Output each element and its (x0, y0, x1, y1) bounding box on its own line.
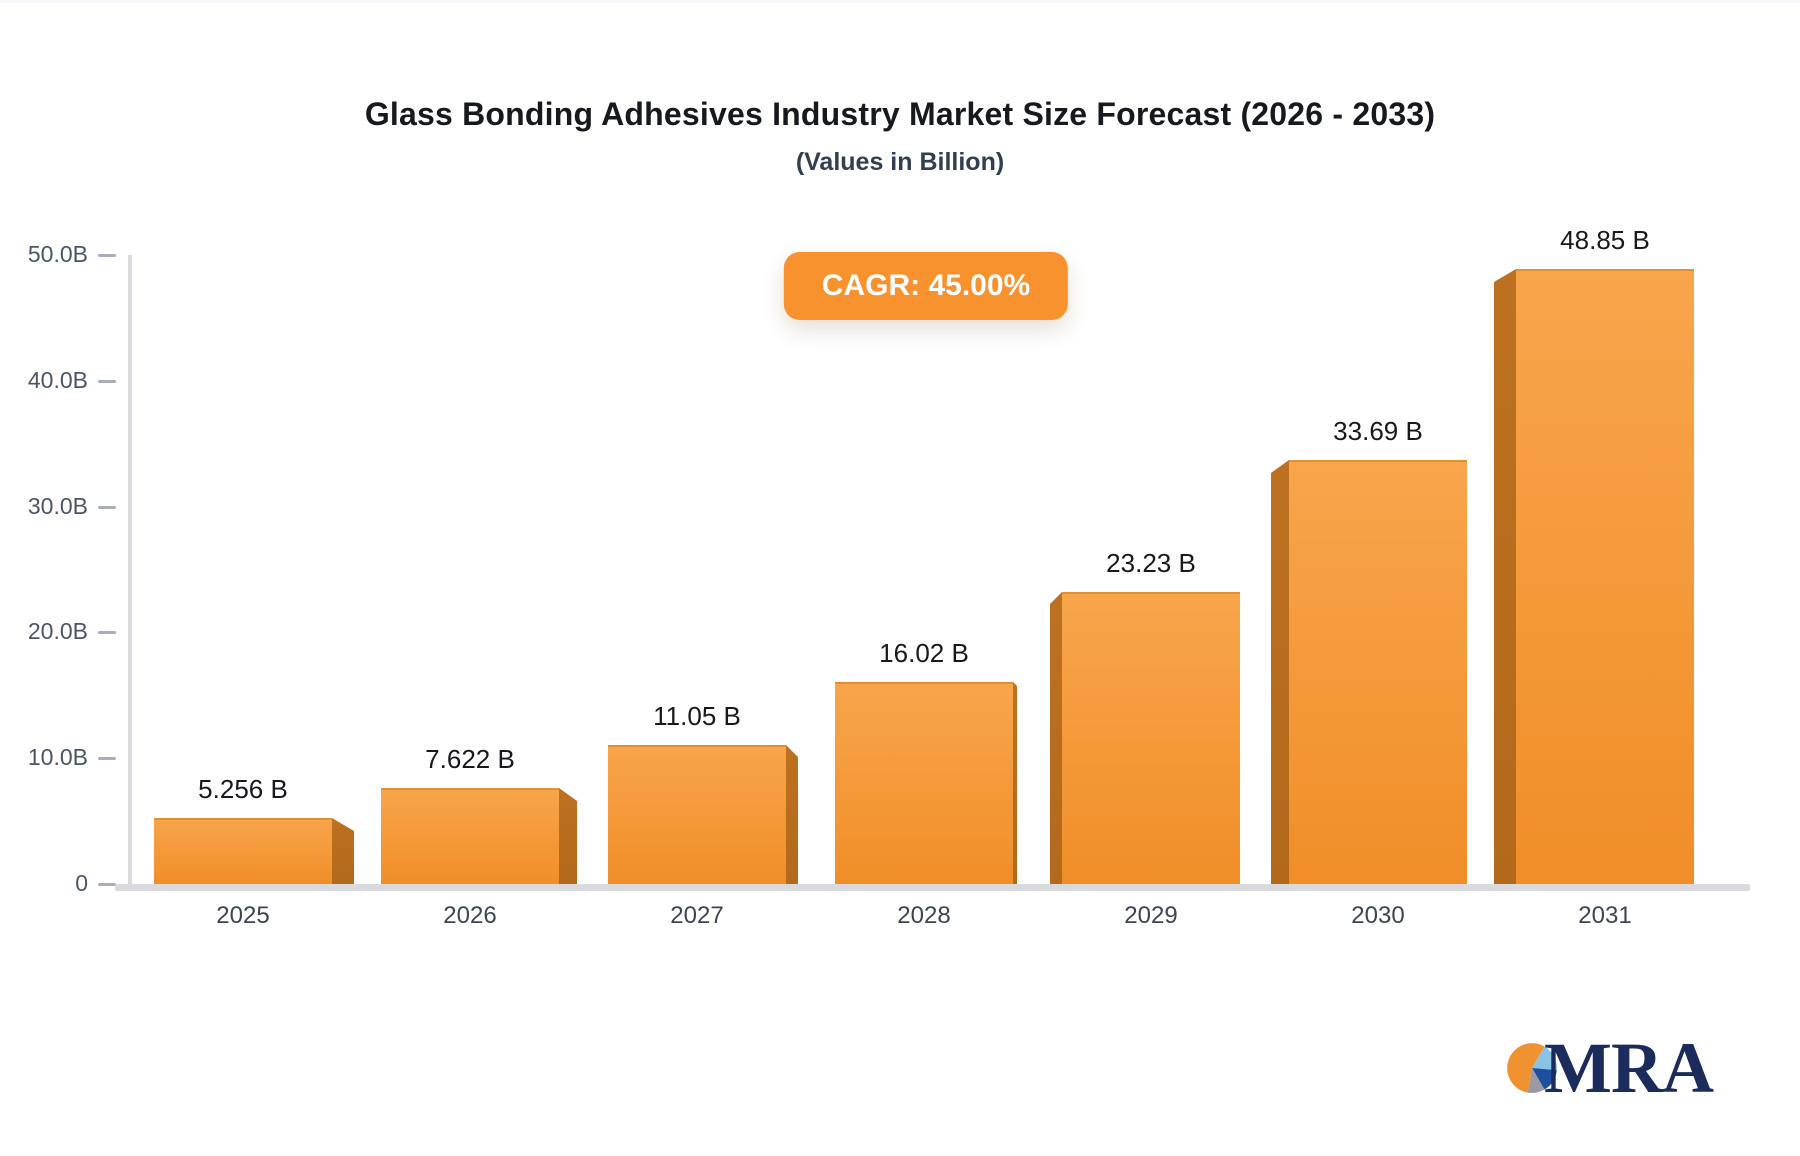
y-tick-mark-0 (98, 883, 116, 886)
x-axis-line (115, 884, 1750, 891)
x-tick-label-2025: 2025 (216, 902, 270, 929)
bar-face-2029 (1062, 592, 1240, 884)
bar-side-2028 (1013, 682, 1017, 884)
bar-value-label-2028: 16.02 B (879, 638, 969, 668)
bar-value-label-2029: 23.23 B (1106, 548, 1196, 578)
y-tick-label-30.0B: 30.0B (27, 492, 88, 519)
bar-value-label-2031: 48.85 B (1560, 225, 1650, 255)
bar-value-label-2026: 7.622 B (425, 744, 515, 774)
bar-side-2026 (559, 788, 577, 884)
bar-2031 (1494, 269, 1694, 884)
bar-value-label-2027: 11.05 B (653, 701, 741, 731)
bar-value-label-2025: 5.256 B (198, 774, 288, 804)
bar-face-2026 (381, 788, 559, 884)
y-tick-label-10.0B: 10.0B (27, 744, 88, 771)
chart-subtitle: (Values in Billion) (795, 148, 1005, 176)
top-border (0, 0, 1800, 3)
bar-side-2027 (786, 745, 798, 884)
bar-2027 (608, 745, 798, 884)
pie-chart-logo-icon (1507, 1043, 1557, 1093)
y-tick-mark-10.0B (98, 757, 116, 761)
bar-2030 (1271, 460, 1467, 884)
bar-face-2028 (835, 682, 1013, 884)
x-tick-label-2026: 2026 (443, 902, 497, 929)
y-tick-mark-30.0B (98, 505, 116, 509)
bar-2028 (835, 682, 1017, 884)
y-tick-label-20.0B: 20.0B (27, 618, 88, 645)
x-tick-label-2029: 2029 (1124, 902, 1178, 929)
bar-side-2025 (332, 818, 354, 884)
x-tick-label-2028: 2028 (897, 902, 951, 929)
bar-value-label-2030: 33.69 B (1333, 416, 1423, 446)
x-tick-label-2027: 2027 (670, 902, 724, 929)
logo-text: MRA (1544, 1028, 1714, 1108)
bar-side-2030 (1271, 460, 1289, 884)
bar-2029 (1050, 592, 1240, 884)
y-tick-label-40.0B: 40.0B (27, 366, 88, 393)
x-tick-label-2030: 2030 (1351, 902, 1405, 929)
bar-face-2030 (1289, 460, 1467, 884)
bar-2025 (154, 818, 354, 884)
y-tick-mark-40.0B (98, 379, 116, 383)
y-tick-label-50.0B: 50.0B (27, 241, 88, 267)
bar-face-2025 (154, 818, 332, 884)
y-tick-mark-50.0B (98, 254, 116, 257)
bar-face-2031 (1516, 269, 1694, 884)
chart-title: Glass Bonding Adhesives Industry Market … (364, 96, 1436, 132)
cagr-badge: CAGR: 45.00% (783, 252, 1069, 320)
y-axis-line (128, 255, 132, 889)
bar-face-2027 (608, 745, 786, 884)
mra-logo: MRA (1500, 1028, 1760, 1108)
bar-side-2031 (1494, 269, 1516, 884)
bar-2026 (381, 788, 577, 884)
y-tick-label-0: 0 (75, 870, 88, 896)
x-tick-label-2031: 2031 (1578, 902, 1632, 929)
bar-side-2029 (1050, 592, 1062, 884)
y-tick-mark-20.0B (98, 631, 116, 635)
